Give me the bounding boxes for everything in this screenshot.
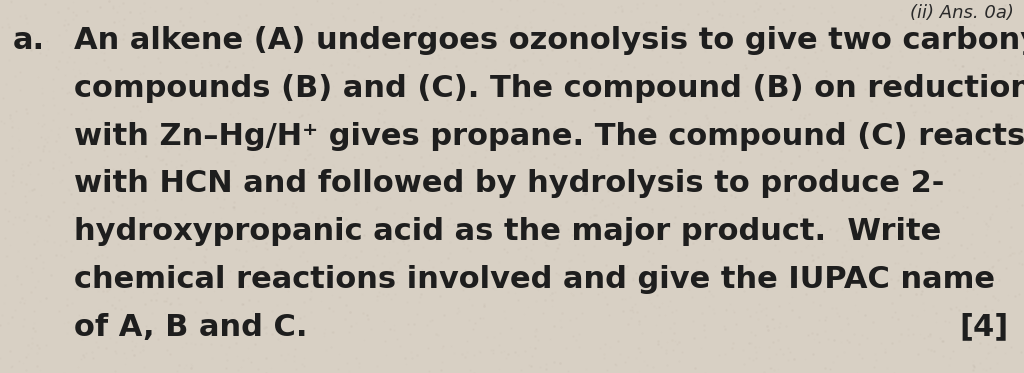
Text: with Zn–Hg/H⁺ gives propane. The compound (C) reacts: with Zn–Hg/H⁺ gives propane. The compoun… xyxy=(74,122,1024,151)
Text: chemical reactions involved and give the IUPAC name: chemical reactions involved and give the… xyxy=(74,265,994,294)
Text: compounds (B) and (C). The compound (B) on reduction: compounds (B) and (C). The compound (B) … xyxy=(74,74,1024,103)
Text: An alkene (A) undergoes ozonolysis to give two carbony: An alkene (A) undergoes ozonolysis to gi… xyxy=(74,26,1024,55)
Text: with HCN and followed by hydrolysis to produce 2-: with HCN and followed by hydrolysis to p… xyxy=(74,169,944,198)
Text: of A, B and C.: of A, B and C. xyxy=(74,313,307,342)
Text: (ii) Ans. 0a): (ii) Ans. 0a) xyxy=(910,4,1014,22)
Text: [4]: [4] xyxy=(959,313,1009,342)
Text: hydroxypropanic acid as the major product.  Write: hydroxypropanic acid as the major produc… xyxy=(74,217,941,246)
Text: a.: a. xyxy=(12,26,44,55)
